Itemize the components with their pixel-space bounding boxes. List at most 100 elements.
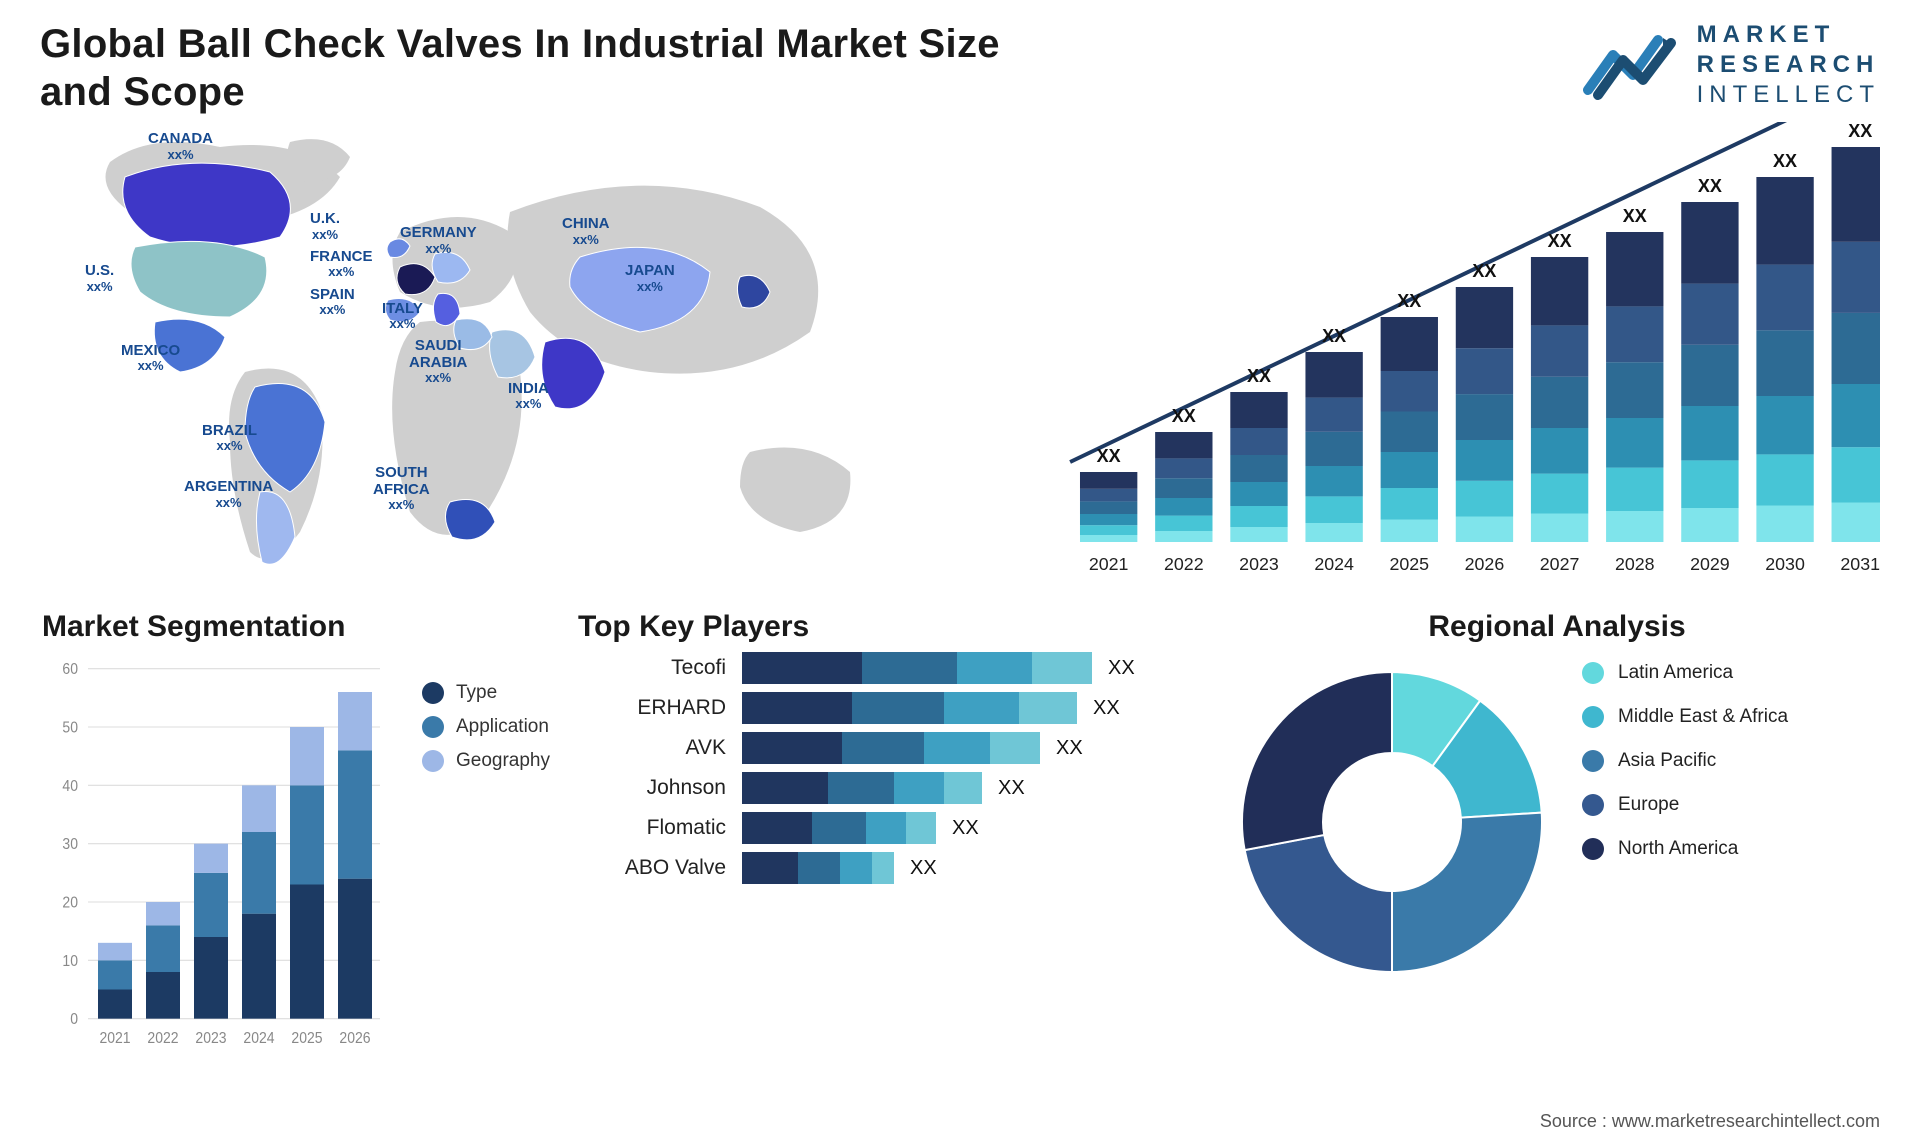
svg-text:2026: 2026: [1465, 554, 1505, 574]
svg-text:2023: 2023: [195, 1030, 226, 1047]
panel-regional: Regional Analysis Latin America Middle Ea…: [1232, 592, 1880, 1052]
svg-text:2022: 2022: [147, 1030, 178, 1047]
source-attribution: Source : www.marketresearchintellect.com: [1540, 1111, 1880, 1132]
legend-item: Geography: [422, 750, 550, 772]
player-row: Tecofi XX: [576, 652, 1196, 684]
player-value: XX: [910, 857, 937, 880]
svg-text:2031: 2031: [1840, 554, 1880, 574]
map-label: U.S.xx%: [85, 263, 114, 294]
svg-text:2027: 2027: [1540, 554, 1580, 574]
segmentation-chart: 0102030405060202120222023202420252026 Ty…: [40, 652, 540, 1052]
legend-item: Application: [422, 716, 550, 738]
player-value: XX: [998, 777, 1025, 800]
bar-value-label: XX: [1773, 151, 1797, 172]
svg-text:0: 0: [70, 1012, 78, 1029]
players-chart: Tecofi XX ERHARD XX AVK XX Johnson XX Flomatic XX…: [576, 652, 1196, 1052]
svg-text:20: 20: [62, 895, 78, 912]
svg-text:10: 10: [62, 953, 78, 970]
svg-text:2025: 2025: [1389, 554, 1429, 574]
market-size-chart: 2021 2022 2023 2024 2025 2026 2027 2028 2029 2030…: [990, 122, 1880, 592]
svg-text:2023: 2023: [1239, 554, 1279, 574]
player-name: Flomatic: [576, 816, 726, 840]
player-row: ERHARD XX: [576, 692, 1196, 724]
svg-text:2029: 2029: [1690, 554, 1730, 574]
bar-value-label: XX: [1097, 446, 1121, 467]
player-row: AVK XX: [576, 732, 1196, 764]
legend-item: Middle East & Africa: [1582, 706, 1788, 728]
svg-text:2026: 2026: [339, 1030, 370, 1047]
map-label: INDIAxx%: [508, 381, 549, 412]
panel-players: Top Key Players TecofiXXERHARDXXAVKXXJoh…: [576, 592, 1196, 1052]
map-label: SOUTHAFRICAxx%: [373, 465, 430, 512]
players-title: Top Key Players: [578, 610, 1196, 644]
player-bar: [742, 732, 1040, 764]
player-name: ABO Valve: [576, 856, 726, 880]
svg-text:40: 40: [62, 778, 78, 795]
map-label: SPAINxx%: [310, 287, 355, 318]
bar-value-label: XX: [1548, 231, 1572, 252]
player-bar: [742, 772, 982, 804]
map-label: JAPANxx%: [625, 263, 675, 294]
logo-text: MARKET RESEARCH INTELLECT: [1697, 20, 1880, 110]
svg-text:2021: 2021: [99, 1030, 130, 1047]
regional-legend: Latin America Middle East & Africa Asia Pa…: [1582, 662, 1788, 860]
regional-chart: Latin America Middle East & Africa Asia Pa…: [1232, 652, 1880, 1052]
bar-value-label: XX: [1848, 121, 1872, 142]
legend-item: North America: [1582, 838, 1788, 860]
bar-value-label: XX: [1172, 406, 1196, 427]
legend-item: Type: [422, 682, 550, 704]
svg-text:2030: 2030: [1765, 554, 1805, 574]
player-name: ERHARD: [576, 696, 726, 720]
panel-segmentation: Market Segmentation 0 10 20 30 40 50 60 2021 202…: [40, 592, 540, 1052]
player-bar: [742, 692, 1077, 724]
legend-item: Latin America: [1582, 662, 1788, 684]
regional-title: Regional Analysis: [1234, 610, 1880, 644]
map-label: MEXICOxx%: [121, 343, 180, 374]
svg-text:2025: 2025: [291, 1030, 322, 1047]
brand-logo: MARKET RESEARCH INTELLECT: [1583, 20, 1880, 110]
player-name: AVK: [576, 736, 726, 760]
player-value: XX: [1056, 737, 1083, 760]
bar-value-label: XX: [1397, 291, 1421, 312]
map-label: U.K.xx%: [310, 211, 340, 242]
svg-text:2024: 2024: [243, 1030, 274, 1047]
svg-text:50: 50: [62, 720, 78, 737]
player-bar: [742, 852, 894, 884]
player-name: Johnson: [576, 776, 726, 800]
world-map: CANADAxx% U.S.xx% MEXICOxx% BRAZILxx% ARGENT…: [40, 122, 940, 592]
logo-icon: [1583, 25, 1683, 105]
map-label: ITALYxx%: [382, 301, 423, 332]
legend-item: Asia Pacific: [1582, 750, 1788, 772]
player-value: XX: [1108, 657, 1135, 680]
bar-value-label: XX: [1247, 366, 1271, 387]
map-label: CHINAxx%: [562, 216, 610, 247]
segmentation-title: Market Segmentation: [42, 610, 540, 644]
svg-text:2021: 2021: [1089, 554, 1129, 574]
page-title: Global Ball Check Valves In Industrial M…: [40, 20, 1040, 116]
svg-text:60: 60: [62, 662, 78, 679]
bar-value-label: XX: [1322, 326, 1346, 347]
bar-value-label: XX: [1698, 176, 1722, 197]
map-label: BRAZILxx%: [202, 423, 257, 454]
segmentation-legend: Type Application Geography: [422, 682, 550, 772]
player-row: Johnson XX: [576, 772, 1196, 804]
svg-text:2024: 2024: [1314, 554, 1354, 574]
bar-value-label: XX: [1623, 206, 1647, 227]
map-label: ARGENTINAxx%: [184, 479, 273, 510]
player-name: Tecofi: [576, 656, 726, 680]
map-label: FRANCExx%: [310, 249, 373, 280]
player-bar: [742, 652, 1092, 684]
bar-value-label: XX: [1472, 261, 1496, 282]
player-value: XX: [952, 817, 979, 840]
player-value: XX: [1093, 697, 1120, 720]
svg-text:2022: 2022: [1164, 554, 1204, 574]
svg-text:2028: 2028: [1615, 554, 1655, 574]
map-label: CANADAxx%: [148, 131, 213, 162]
player-row: Flomatic XX: [576, 812, 1196, 844]
player-row: ABO Valve XX: [576, 852, 1196, 884]
map-label: SAUDIARABIAxx%: [409, 338, 467, 385]
svg-text:30: 30: [62, 837, 78, 854]
legend-item: Europe: [1582, 794, 1788, 816]
player-bar: [742, 812, 936, 844]
map-label: GERMANYxx%: [400, 225, 477, 256]
